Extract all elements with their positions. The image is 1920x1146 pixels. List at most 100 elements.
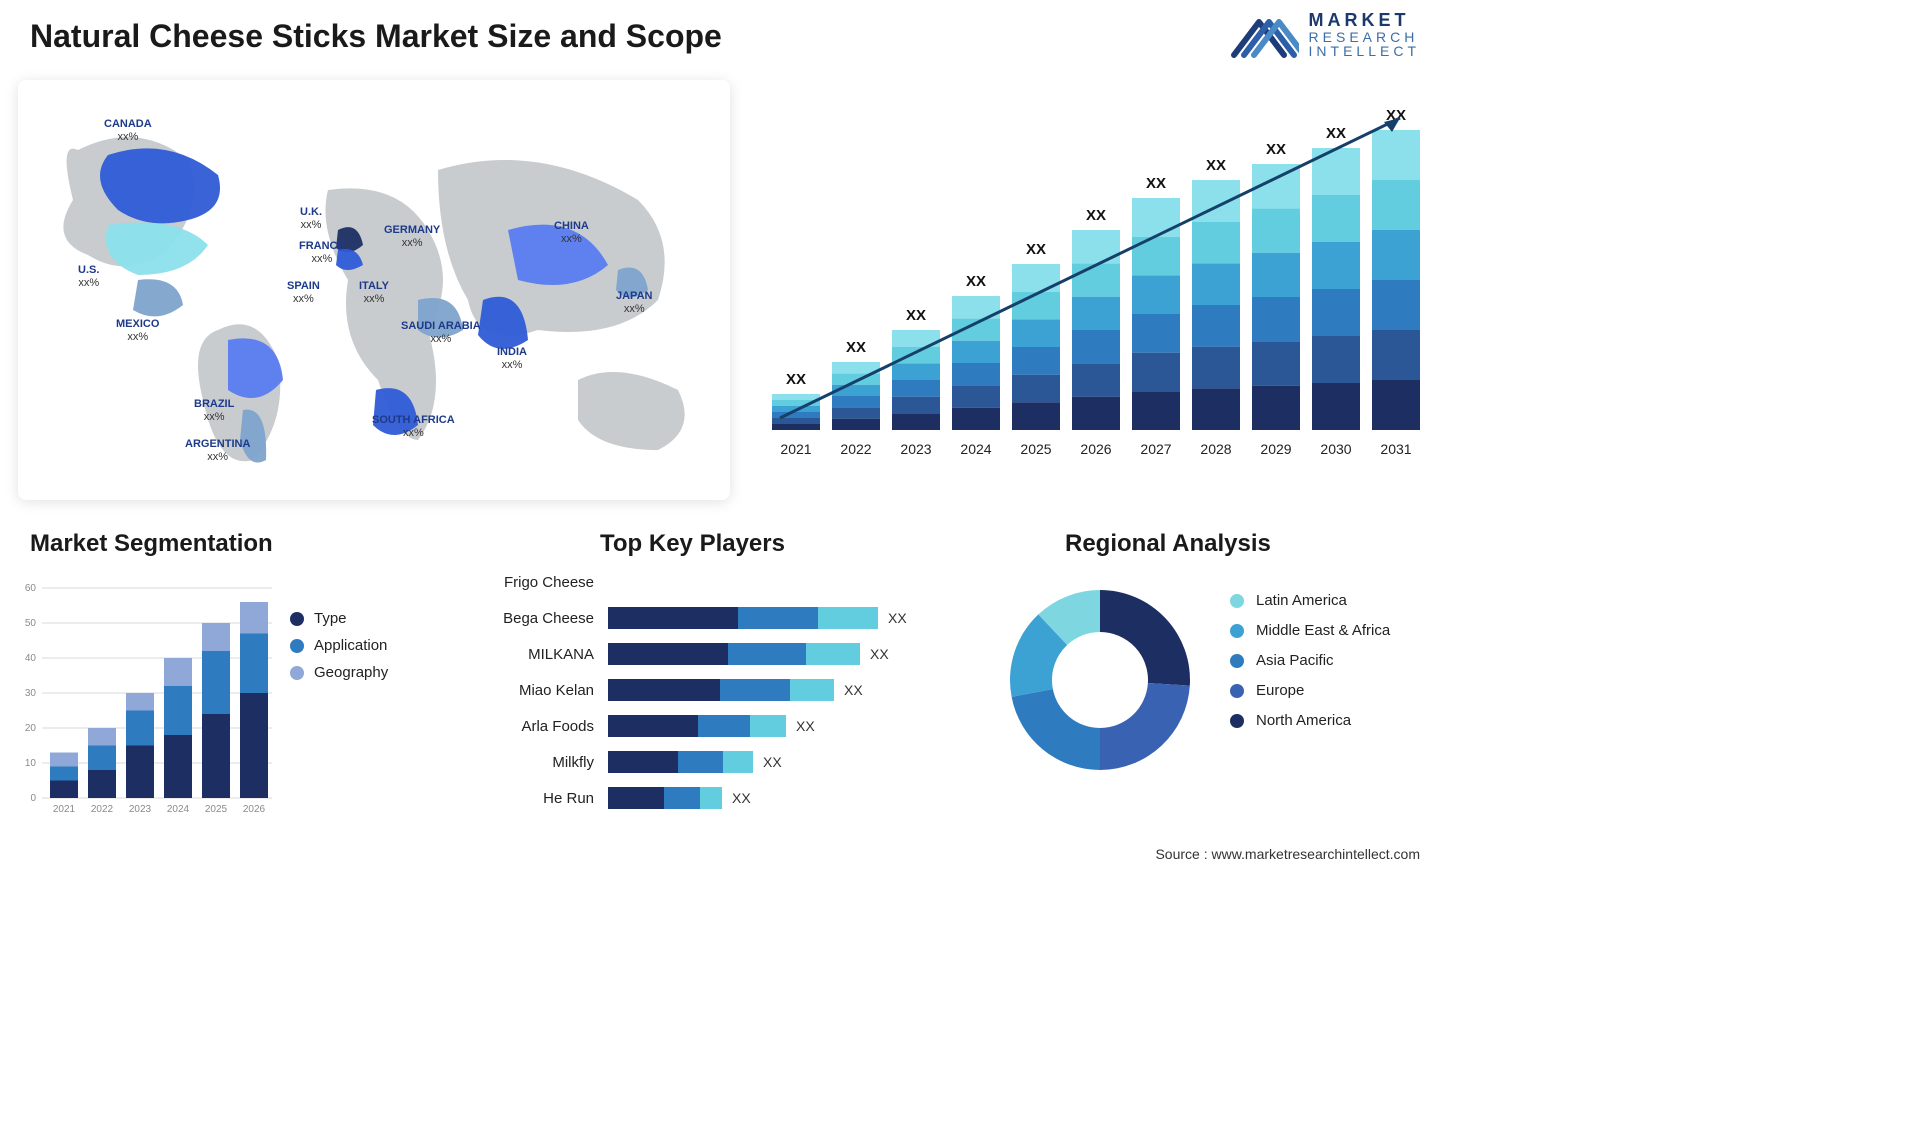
key-player-bar [608,751,753,773]
regional-legend: Latin America Middle East & Africa Asia Pa… [1230,580,1390,742]
logo-icon [1229,10,1299,60]
svg-text:2024: 2024 [167,804,190,815]
svg-text:2025: 2025 [1020,441,1051,457]
map-label-germany: GERMANYxx% [384,224,440,249]
logo-line1: MARKET [1309,11,1420,30]
map-label-argentina: ARGENTINAxx% [185,438,250,463]
svg-text:40: 40 [25,653,37,664]
world-map-card: CANADAxx% U.S.xx% MEXICOxx% BRAZILxx% ARGENT… [18,80,730,500]
map-label-spain: SPAINxx% [287,280,320,305]
regional-legend-item: North America [1230,712,1390,730]
map-label-south-africa: SOUTH AFRICAxx% [372,414,455,439]
svg-text:50: 50 [25,618,37,629]
key-player-row: He Run XX [478,781,998,815]
svg-text:20: 20 [25,723,37,734]
brand-logo: MARKET RESEARCH INTELLECT [1229,10,1420,60]
key-players-chart: Frigo CheeseBega CheeseXXMILKANAXXMiao K… [478,565,998,845]
svg-text:2028: 2028 [1200,441,1231,457]
key-players-title: Top Key Players [600,530,785,558]
logo-line3: INTELLECT [1309,44,1420,59]
svg-text:2026: 2026 [243,804,266,815]
svg-text:2023: 2023 [129,804,152,815]
svg-text:2031: 2031 [1380,441,1411,457]
svg-text:2022: 2022 [91,804,114,815]
regional-title: Regional Analysis [1065,530,1271,558]
key-player-bar [608,715,786,737]
svg-text:10: 10 [25,758,37,769]
key-player-name: Bega Cheese [478,610,608,627]
svg-text:XX: XX [1266,141,1286,158]
key-player-value: XX [844,682,863,698]
svg-text:0: 0 [30,793,36,804]
key-player-name: MILKANA [478,646,608,663]
segmentation-legend: Type Application Geography [290,600,388,691]
map-label-india: INDIAxx% [497,346,527,371]
segmentation-legend-item: Geography [290,664,388,681]
svg-text:2021: 2021 [53,804,76,815]
svg-text:XX: XX [1326,125,1346,142]
key-player-value: XX [796,718,815,734]
svg-text:2030: 2030 [1320,441,1351,457]
map-label-italy: ITALYxx% [359,280,389,305]
map-label-u-s-: U.S.xx% [78,264,99,289]
map-label-france: FRANCExx% [299,240,345,265]
source-attribution: Source : www.marketresearchintellect.com [1155,846,1420,862]
svg-text:XX: XX [846,339,866,356]
map-label-mexico: MEXICOxx% [116,318,159,343]
key-player-bar [608,787,722,809]
svg-text:2024: 2024 [960,441,991,457]
map-label-brazil: BRAZILxx% [194,398,234,423]
page-title: Natural Cheese Sticks Market Size and Sc… [30,18,722,55]
key-player-row: Bega Cheese XX [478,601,998,635]
svg-text:XX: XX [906,307,926,324]
key-player-value: XX [870,646,889,662]
svg-text:2021: 2021 [780,441,811,457]
key-player-bar [608,679,834,701]
svg-text:2026: 2026 [1080,441,1111,457]
key-player-bar [608,643,860,665]
svg-text:XX: XX [1086,207,1106,224]
svg-text:XX: XX [1146,175,1166,192]
svg-text:XX: XX [1026,241,1046,258]
segmentation-legend-item: Application [290,637,388,654]
svg-text:60: 60 [25,583,37,594]
key-player-row: MILKANA XX [478,637,998,671]
logo-line2: RESEARCH [1309,30,1420,45]
map-label-canada: CANADAxx% [104,118,152,143]
forecast-chart: XX 2021 XX 2022 XX 2023 XX 2024 XX 2025 XX 2026 XX 20… [760,90,1430,490]
key-player-value: XX [763,754,782,770]
key-player-row: Arla Foods XX [478,709,998,743]
key-player-row: Miao Kelan XX [478,673,998,707]
map-label-u-k-: U.K.xx% [300,206,322,231]
svg-text:2022: 2022 [840,441,871,457]
regional-legend-item: Latin America [1230,592,1390,610]
key-player-name: He Run [478,790,608,807]
regional-donut [990,570,1210,790]
key-player-row: Milkfly XX [478,745,998,779]
segmentation-legend-item: Type [290,610,388,627]
key-player-name: Arla Foods [478,718,608,735]
regional-legend-item: Europe [1230,682,1390,700]
key-player-value: XX [888,610,907,626]
segmentation-chart: 0 10 20 30 40 50 60 2021 2022 2023 2024 2025 2026 [12,568,282,828]
svg-text:2027: 2027 [1140,441,1171,457]
svg-text:XX: XX [786,371,806,388]
key-player-name: Frigo Cheese [478,574,608,591]
map-label-china: CHINAxx% [554,220,589,245]
regional-legend-item: Asia Pacific [1230,652,1390,670]
key-player-row: Frigo Cheese [478,565,998,599]
svg-text:2023: 2023 [900,441,931,457]
key-player-value: XX [732,790,751,806]
regional-legend-item: Middle East & Africa [1230,622,1390,640]
svg-text:30: 30 [25,688,37,699]
map-label-saudi-arabia: SAUDI ARABIAxx% [401,320,481,345]
svg-text:XX: XX [966,273,986,290]
segmentation-title: Market Segmentation [30,530,273,558]
svg-text:2029: 2029 [1260,441,1291,457]
key-player-name: Miao Kelan [478,682,608,699]
map-label-japan: JAPANxx% [616,290,652,315]
key-player-name: Milkfly [478,754,608,771]
key-player-bar [608,607,878,629]
svg-text:XX: XX [1206,157,1226,174]
svg-text:2025: 2025 [205,804,228,815]
